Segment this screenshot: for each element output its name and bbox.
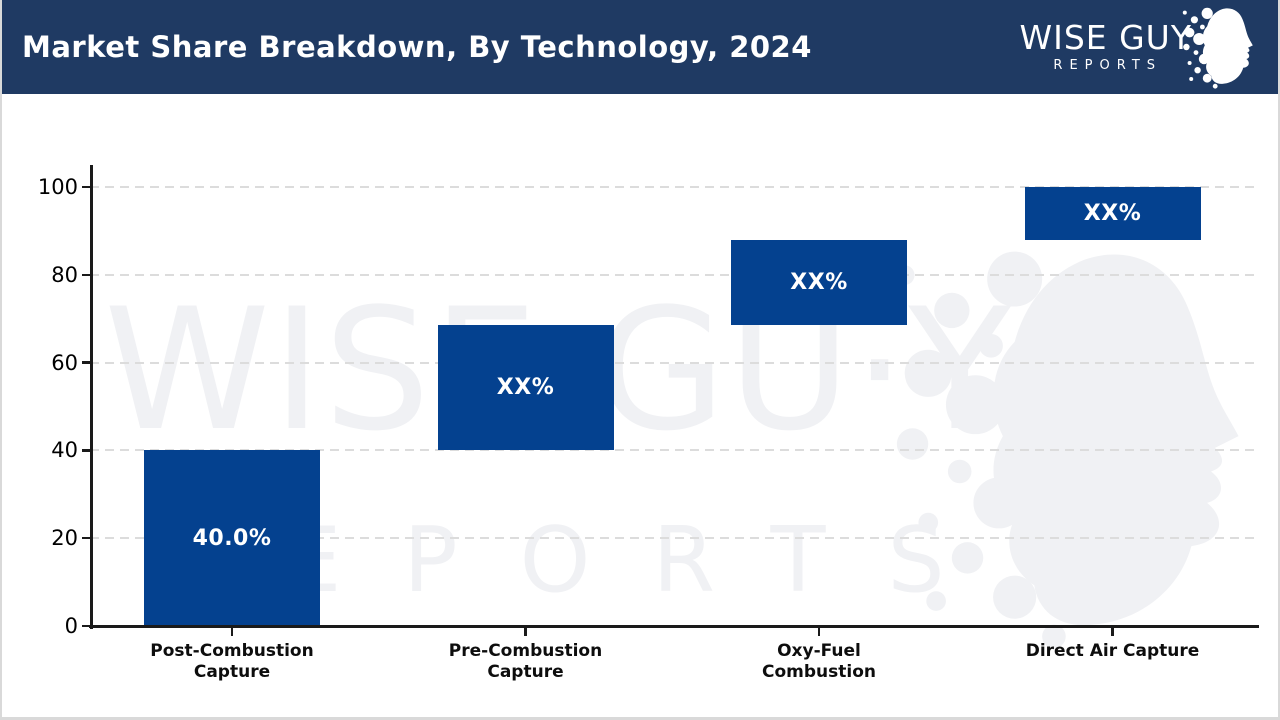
category-label: Pre-Combustion Capture [376, 641, 676, 683]
bar-value-label: XX% [790, 269, 848, 295]
x-axis-tick [230, 628, 234, 636]
category-label-line: Capture [193, 662, 271, 682]
bar-direct-air-capture: XX% [1024, 187, 1201, 240]
y-gridline [90, 361, 1259, 364]
y-axis-tick-label: 80 [51, 262, 78, 287]
y-axis-tick [82, 361, 90, 364]
category-label-line: Oxy-Fuel [777, 641, 861, 661]
x-axis-tick [524, 628, 527, 636]
y-axis-tick [82, 449, 90, 452]
logo-reports-text: REPORTS [1053, 58, 1163, 73]
y-axis-tick-label: 0 [64, 614, 78, 638]
category-label-line: Post-Combustion [150, 641, 314, 661]
y-axis-line [90, 165, 93, 629]
y-gridline [90, 449, 1259, 452]
y-axis-tick-label: 40 [51, 438, 78, 463]
header-bar: Market Share Breakdown, By Technology, 2… [2, 0, 1278, 94]
page-title: Market Share Breakdown, By Technology, 2… [22, 30, 812, 64]
y-gridline [90, 186, 1259, 188]
bar-value-label: XX% [1083, 200, 1142, 226]
x-axis-tick [817, 628, 821, 636]
bar-value-label: XX% [496, 375, 555, 401]
bar-post-combustion-capture: 40.0% [144, 450, 320, 626]
bar-pre-combustion-capture: XX% [437, 325, 614, 451]
y-axis-tick [82, 185, 90, 189]
category-label-line: Capture [487, 662, 564, 682]
x-axis-tick [1111, 628, 1114, 636]
logo-text: WISE GUY REPORTS [1019, 18, 1192, 74]
y-axis-tick-label: 100 [37, 175, 78, 199]
y-gridline [90, 537, 1259, 540]
category-label: Post-Combustion Capture [82, 641, 382, 683]
y-axis-tick-label: 60 [51, 350, 78, 375]
y-axis-tick [82, 536, 90, 540]
x-axis-line [88, 625, 1259, 628]
y-gridline [90, 273, 1259, 276]
category-label: Direct Air Capture [963, 641, 1263, 662]
wise-guy-reports-logo: WISE GUY REPORTS [1019, 2, 1268, 92]
category-label: Oxy-Fuel Combustion [669, 641, 969, 683]
logo-name-text: WISE GUY [1019, 18, 1192, 57]
bar-value-label: 40.0% [192, 525, 272, 551]
category-label-line: Pre-Combustion [448, 641, 603, 661]
category-label-line: Direct Air Capture [1025, 641, 1200, 661]
y-axis-tick-label: 20 [51, 526, 78, 551]
y-axis-tick [82, 273, 90, 277]
watermark-head-icon [880, 228, 1275, 660]
y-axis-tick [82, 624, 90, 628]
category-label-line: Combustion [762, 662, 876, 682]
bar-oxy-fuel-combustion: XX% [731, 239, 907, 326]
